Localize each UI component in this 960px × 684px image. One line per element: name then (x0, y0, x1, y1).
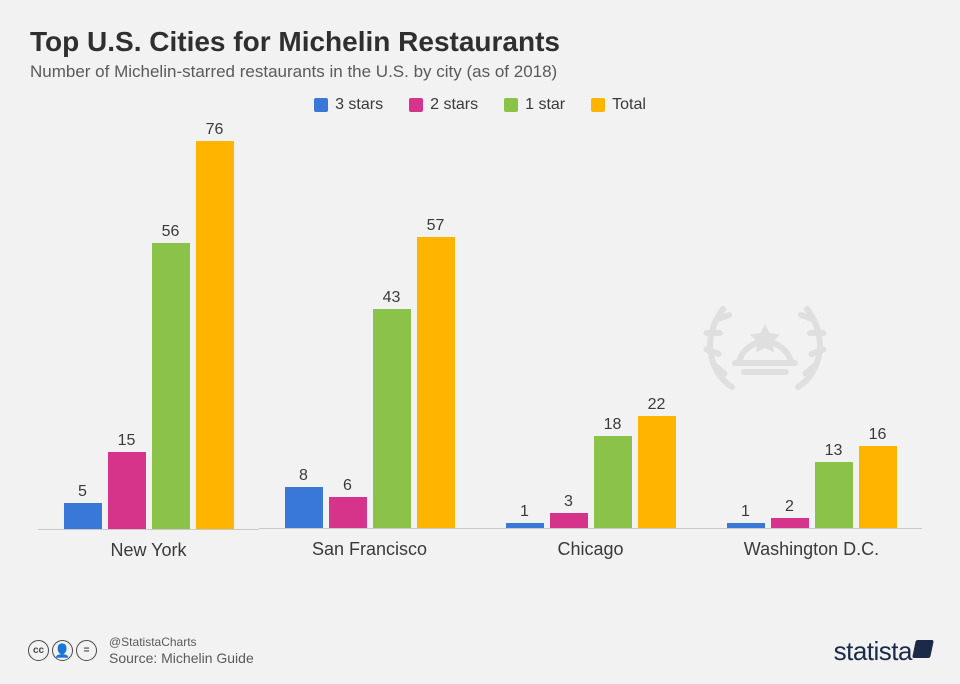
bar-wrap: 18 (594, 417, 632, 528)
cc-icon: cc (28, 640, 49, 661)
bar (859, 446, 897, 528)
bar (771, 518, 809, 528)
bar-wrap: 2 (771, 499, 809, 528)
bar-wrap: 15 (108, 433, 146, 529)
legend-item: Total (591, 96, 646, 114)
bar-value-label: 3 (564, 494, 573, 510)
bar-wrap: 16 (859, 427, 897, 528)
bar-group: 5 15 56 76 New York (38, 122, 259, 560)
bar-wrap: 8 (285, 468, 323, 528)
bar (815, 462, 853, 528)
legend-swatch (504, 98, 518, 112)
bar-value-label: 15 (118, 433, 136, 449)
bar (417, 237, 455, 528)
legend-swatch (314, 98, 328, 112)
legend-item: 1 star (504, 96, 565, 114)
bar-value-label: 16 (869, 427, 887, 443)
bar-value-label: 1 (741, 504, 750, 520)
bars-row: 1 2 13 16 (701, 122, 922, 529)
legend: 3 stars 2 stars 1 star Total (30, 96, 930, 114)
bar-group: 1 2 13 16 Washington D.C. (701, 122, 922, 560)
bar-wrap: 1 (727, 504, 765, 528)
brand-text: statista (834, 636, 912, 667)
bar (638, 416, 676, 528)
source-name: Michelin Guide (161, 650, 254, 666)
nd-icon: = (76, 640, 97, 661)
page-subtitle: Number of Michelin-starred restaurants i… (30, 62, 930, 82)
bar-value-label: 18 (604, 417, 622, 433)
bars-row: 5 15 56 76 (38, 122, 259, 530)
bar-groups: 5155676New York864357San Francisco131822… (38, 122, 922, 560)
bar-wrap: 43 (373, 290, 411, 528)
legend-swatch (409, 98, 423, 112)
bar (550, 513, 588, 528)
legend-label: 1 star (525, 96, 565, 114)
legend-label: 3 stars (335, 96, 383, 114)
bar-value-label: 8 (299, 468, 308, 484)
bar-value-label: 2 (785, 499, 794, 515)
bar (64, 503, 102, 529)
footer-left: cc 👤 = @StatistaCharts Source: Michelin … (28, 636, 254, 666)
bar-group: 8 6 43 57 San Francisco (259, 122, 480, 560)
by-icon: 👤 (52, 640, 73, 661)
bar (196, 141, 234, 529)
bar-value-label: 1 (520, 504, 529, 520)
bars-row: 1 3 18 22 (480, 122, 701, 529)
source-prefix: Source: (109, 650, 161, 666)
bar (152, 243, 190, 529)
brand-mark-icon (912, 640, 934, 658)
category-label: Washington D.C. (744, 539, 879, 560)
legend-label: Total (612, 96, 646, 114)
legend-item: 3 stars (314, 96, 383, 114)
category-label: Chicago (557, 539, 623, 560)
bar (506, 523, 544, 528)
page-title: Top U.S. Cities for Michelin Restaurants (30, 26, 930, 58)
bar-value-label: 56 (162, 224, 180, 240)
bar-value-label: 57 (427, 218, 445, 234)
bar (285, 487, 323, 528)
statista-logo: statista (834, 636, 932, 667)
cc-badges: cc 👤 = (28, 640, 97, 661)
bar-wrap: 13 (815, 443, 853, 528)
bar (727, 523, 765, 528)
bar-wrap: 76 (196, 122, 234, 529)
bar-wrap: 56 (152, 224, 190, 529)
legend-label: 2 stars (430, 96, 478, 114)
legend-swatch (591, 98, 605, 112)
source-line: Source: Michelin Guide (109, 650, 254, 666)
category-label: New York (110, 540, 186, 561)
legend-item: 2 stars (409, 96, 478, 114)
bars-row: 8 6 43 57 (259, 122, 480, 529)
bar-wrap: 57 (417, 218, 455, 528)
bar-group: 1 3 18 22 Chicago (480, 122, 701, 560)
bar-wrap: 1 (506, 504, 544, 528)
bar (594, 436, 632, 528)
footer: cc 👤 = @StatistaCharts Source: Michelin … (0, 626, 960, 684)
bar (329, 497, 367, 528)
bar-value-label: 22 (648, 397, 666, 413)
chart-container: Top U.S. Cities for Michelin Restaurants… (0, 0, 960, 684)
bar (373, 309, 411, 528)
chart-area: 5155676New York864357San Francisco131822… (38, 122, 922, 560)
bar-wrap: 5 (64, 484, 102, 529)
category-label: San Francisco (312, 539, 427, 560)
bar (108, 452, 146, 529)
bar-value-label: 5 (78, 484, 87, 500)
bar-wrap: 3 (550, 494, 588, 528)
handle: @StatistaCharts (109, 636, 254, 650)
bar-wrap: 22 (638, 397, 676, 528)
bar-wrap: 6 (329, 478, 367, 528)
bar-value-label: 76 (206, 122, 224, 138)
bar-value-label: 6 (343, 478, 352, 494)
attribution: @StatistaCharts Source: Michelin Guide (109, 636, 254, 666)
bar-value-label: 13 (825, 443, 843, 459)
bar-value-label: 43 (383, 290, 401, 306)
